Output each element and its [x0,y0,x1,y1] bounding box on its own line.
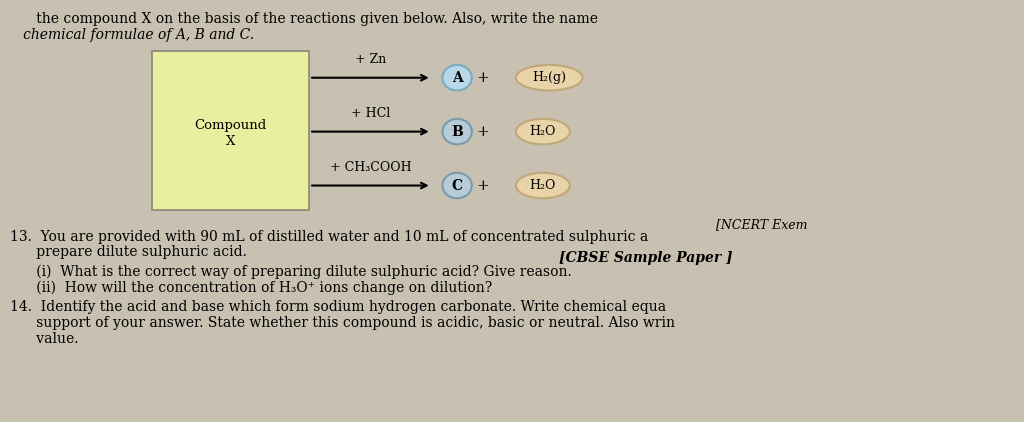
Text: value.: value. [10,332,79,346]
Text: H₂(g): H₂(g) [532,71,566,84]
Text: H₂O: H₂O [529,125,556,138]
Text: 14.  Identify the acid and base which form sodium hydrogen carbonate. Write chem: 14. Identify the acid and base which for… [10,300,667,314]
Text: B: B [452,124,463,138]
Text: the compound X on the basis of the reactions given below. Also, write the name: the compound X on the basis of the react… [10,12,598,26]
Ellipse shape [516,119,569,144]
Ellipse shape [442,119,472,144]
Text: 13.  You are provided with 90 mL of distilled water and 10 mL of concentrated su: 13. You are provided with 90 mL of disti… [10,230,648,243]
FancyBboxPatch shape [153,51,309,210]
Text: +: + [476,71,489,85]
Text: chemical formulae of A, B and C.: chemical formulae of A, B and C. [10,28,254,42]
Text: [CBSE Sample Paper ]: [CBSE Sample Paper ] [559,251,732,265]
Text: (ii)  How will the concentration of H₃O⁺ ions change on dilution?: (ii) How will the concentration of H₃O⁺ … [10,281,493,295]
Text: A: A [452,71,463,85]
Ellipse shape [516,65,583,90]
Ellipse shape [442,173,472,198]
Ellipse shape [516,173,569,198]
Text: X: X [226,135,236,148]
Text: prepare dilute sulphuric acid.: prepare dilute sulphuric acid. [10,245,247,259]
Text: support of your answer. State whether this compound is acidic, basic or neutral.: support of your answer. State whether th… [10,316,675,330]
Ellipse shape [442,65,472,90]
Text: + CH₃COOH: + CH₃COOH [330,161,412,174]
Text: C: C [452,179,463,192]
Text: (i)  What is the correct way of preparing dilute sulphuric acid? Give reason.: (i) What is the correct way of preparing… [10,265,572,279]
Text: +: + [476,179,489,192]
Text: + Zn: + Zn [354,53,386,66]
Text: + HCl: + HCl [351,107,390,120]
Text: H₂O: H₂O [529,179,556,192]
Text: +: + [476,124,489,138]
Text: [NCERT Exem: [NCERT Exem [716,218,807,231]
Text: Compound: Compound [195,119,267,132]
